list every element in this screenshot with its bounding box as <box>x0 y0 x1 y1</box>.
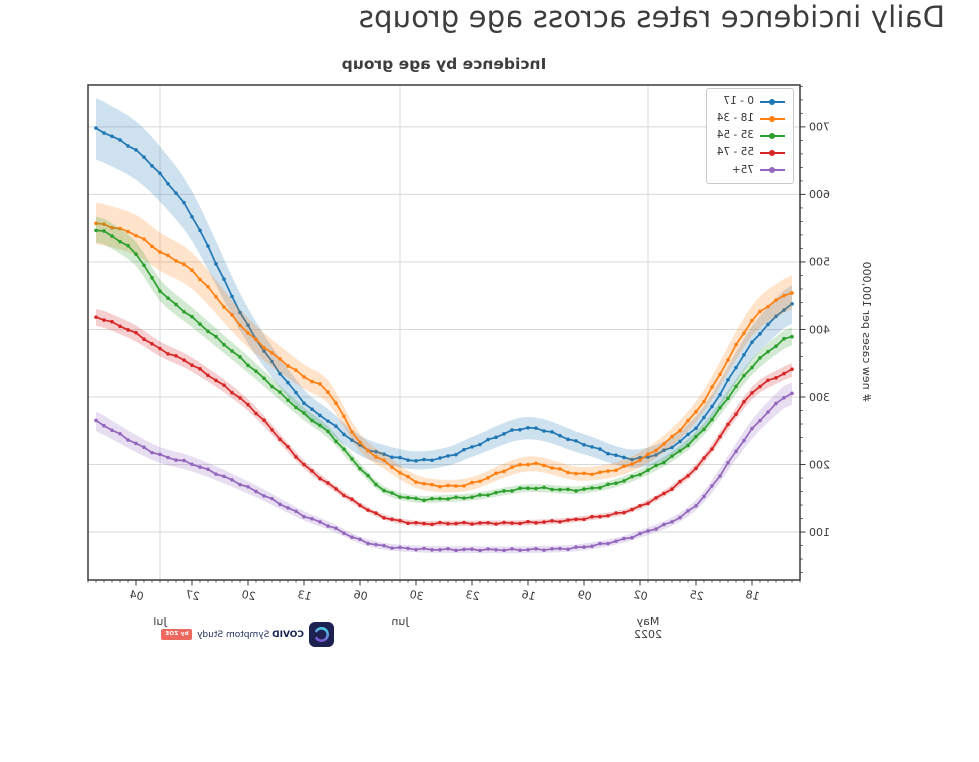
x-tick-label: 09 <box>577 588 593 603</box>
y-tick-label: 500 <box>809 256 830 269</box>
x-tick-label: 30 <box>409 588 425 603</box>
app-icon <box>309 622 334 647</box>
axis-ticks <box>87 85 806 586</box>
series-35-54 <box>94 216 794 503</box>
legend-marker <box>760 149 785 156</box>
legend-item: 0 - 17 <box>717 95 785 108</box>
x-tick-label: 23 <box>465 588 481 603</box>
legend-marker <box>760 115 785 122</box>
y-tick-label: 200 <box>809 458 830 471</box>
month-label: Jul <box>153 615 167 628</box>
app-name: COVID Symptom Study <box>197 630 304 640</box>
zoe-badge: by ZOE <box>161 629 193 640</box>
series-18-34 <box>94 202 794 493</box>
app-name-bold: COVID <box>272 629 304 640</box>
legend-label: 75+ <box>731 163 754 176</box>
series-0-17 <box>94 98 794 470</box>
legend-item: 35 - 54 <box>717 129 785 142</box>
y-tick-label: 300 <box>809 391 830 404</box>
y-tick-label: 400 <box>809 323 830 336</box>
series-55-74 <box>94 308 794 527</box>
legend-label: 55 - 74 <box>716 146 754 159</box>
legend-marker <box>760 132 785 139</box>
y-tick-label: 600 <box>809 188 830 201</box>
x-tick-label: 13 <box>297 588 313 603</box>
x-tick-label: 06 <box>353 588 369 603</box>
x-tick-label: 04 <box>129 588 145 603</box>
x-tick-label: 16 <box>521 588 537 603</box>
y-tick-label: 100 <box>809 526 830 539</box>
chart-legend: 0 - 17 18 - 34 35 - 54 55 - 74 75+ <box>705 88 794 184</box>
legend-label: 0 - 17 <box>723 95 754 107</box>
x-tick-label: 18 <box>745 588 761 603</box>
gridlines <box>88 85 800 580</box>
month-label: Jun <box>391 615 409 628</box>
y-tick-label: 700 <box>809 121 830 134</box>
series-75+ <box>94 382 794 554</box>
legend-item: 18 - 34 <box>717 112 785 125</box>
app-name-rest: Symptom Study <box>197 629 270 640</box>
x-tick-label: 25 <box>689 588 705 603</box>
legend-item: 75+ <box>717 164 785 177</box>
x-tick-label: 20 <box>241 588 257 603</box>
legend-marker <box>760 98 785 105</box>
axis-labels: 100 200 300 400 500 600 700 18 25 02 09 16 23 30 06 13 2… <box>129 121 873 641</box>
x-tick-label: 27 <box>185 588 201 603</box>
series-group <box>94 98 794 554</box>
covid-symptom-study-logo: COVID Symptom Study by ZOE <box>161 622 334 647</box>
plot-border <box>87 84 801 581</box>
legend-label: 18 - 34 <box>716 112 754 125</box>
y-axis-label: # new cases per 100,000 <box>860 262 873 403</box>
legend-label: 35 - 54 <box>716 129 754 142</box>
x-tick-label: 02 <box>633 588 649 603</box>
legend-marker <box>760 167 785 174</box>
month-label: May <box>636 615 659 628</box>
legend-item: 55 - 74 <box>717 146 785 159</box>
crescent-icon <box>314 627 329 642</box>
year-label: 2022 <box>634 628 662 641</box>
